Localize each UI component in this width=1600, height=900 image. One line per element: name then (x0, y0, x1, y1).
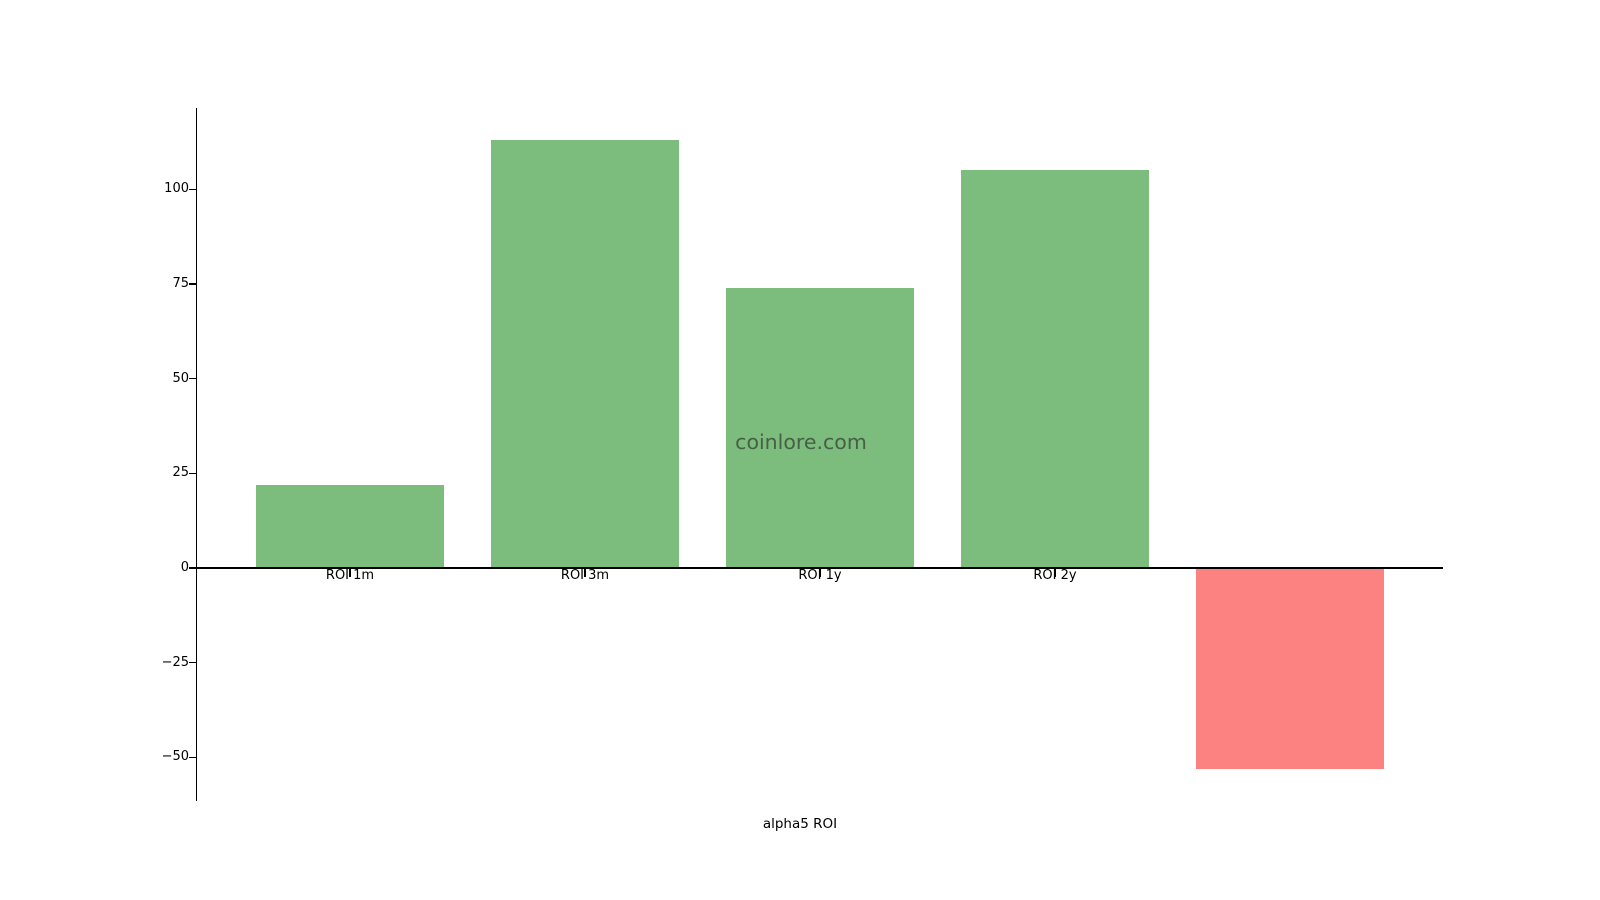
y-tick-mark (188, 756, 196, 759)
x-tick-mark (819, 568, 821, 577)
y-tick-label: 75 (172, 276, 189, 292)
y-tick-label: 100 (164, 181, 189, 197)
y-tick-label: 0 (180, 560, 189, 576)
y-tick-mark (188, 378, 196, 380)
bar-roi-2y (961, 170, 1149, 569)
x-tick-mark (349, 568, 351, 577)
y-tick-mark (188, 567, 196, 569)
x-tick-mark (584, 568, 586, 577)
x-tick-mark (1054, 568, 1056, 577)
bar-roi-1y (726, 287, 914, 569)
y-tick-label: −50 (161, 749, 189, 765)
watermark-text: coinlore.com (735, 430, 867, 454)
y-tick-label: 50 (172, 370, 189, 386)
y-tick-label: −25 (161, 654, 189, 670)
bar-roi-3m (491, 140, 679, 569)
y-tick-mark (188, 188, 196, 191)
chart-title: alpha5 ROI (762, 816, 838, 832)
bar-roi-1m (256, 484, 444, 569)
bar-unlabeled (1196, 568, 1384, 769)
y-axis-line (195, 108, 197, 801)
y-tick-mark (188, 662, 196, 664)
y-tick-mark (188, 472, 196, 475)
y-tick-mark (188, 283, 196, 285)
y-tick-label: 25 (172, 465, 189, 481)
